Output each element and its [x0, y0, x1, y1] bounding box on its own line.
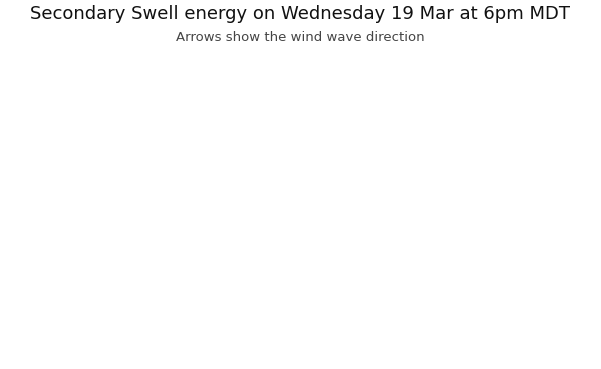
Text: cartopy required for map rendering: cartopy required for map rendering: [153, 200, 448, 218]
Text: Secondary Swell energy on Wednesday 19 Mar at 6pm MDT: Secondary Swell energy on Wednesday 19 M…: [31, 5, 570, 23]
Text: Arrows show the wind wave direction: Arrows show the wind wave direction: [176, 31, 425, 45]
